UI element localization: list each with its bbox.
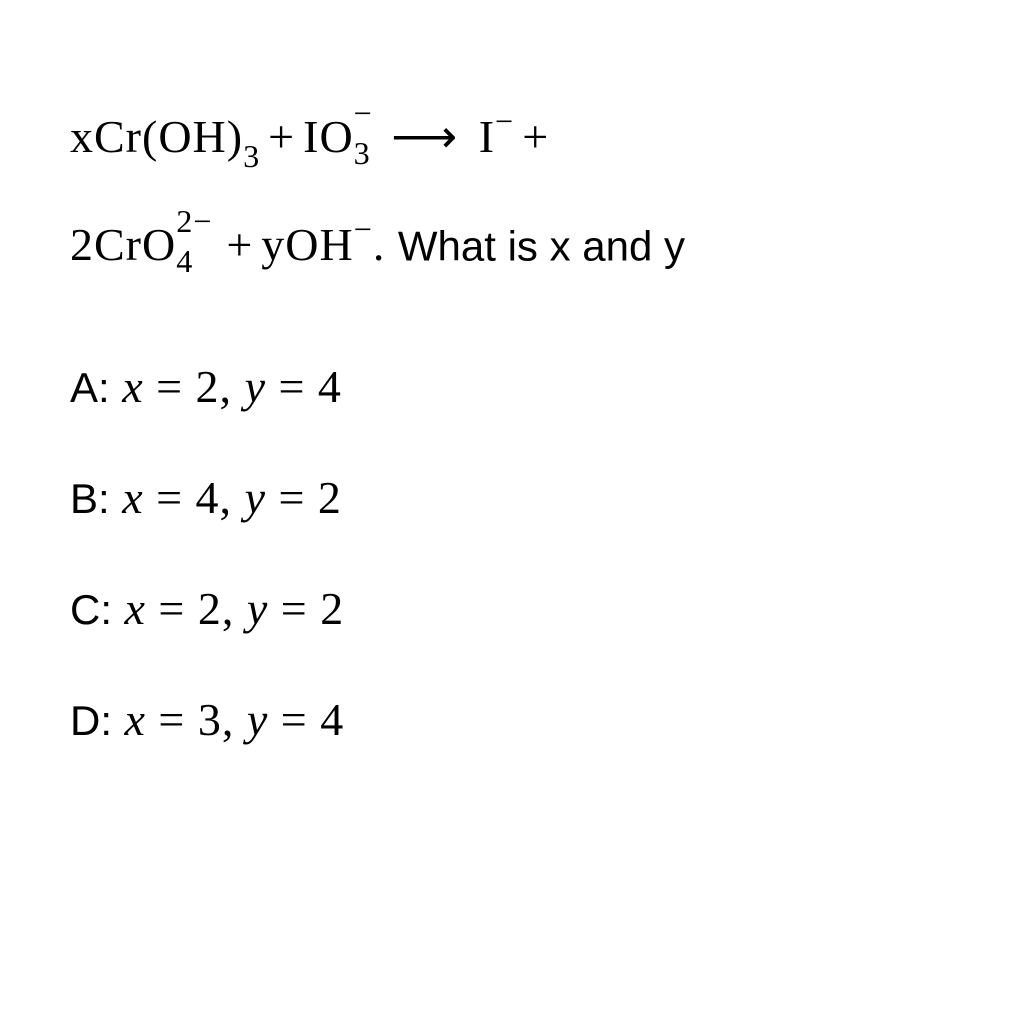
option-a: A: x = 2, y = 4 <box>70 352 974 421</box>
option-c-math: x = 2, y = 2 <box>125 583 345 634</box>
option-d: D: x = 3, y = 4 <box>70 685 974 754</box>
question-text: What is x and y <box>398 222 685 269</box>
option-b: B: x = 4, y = 2 <box>70 463 974 532</box>
option-d-label: D: <box>70 689 112 752</box>
option-c-label: C: <box>70 578 112 641</box>
equation-text-1: xCr(OH)3+IO−3 ⟶ I−+ <box>70 111 557 162</box>
option-b-math: x = 4, y = 2 <box>122 472 342 523</box>
option-c: C: x = 2, y = 2 <box>70 574 974 643</box>
equation-line-1: xCr(OH)3+IO−3 ⟶ I−+ <box>70 100 974 178</box>
option-a-label: A: <box>70 356 110 419</box>
equation-line-2: 2CrO2−4 +yOH−. What is x and y <box>70 208 974 282</box>
equation-text-2: 2CrO2−4 +yOH−. <box>70 219 385 270</box>
option-b-label: B: <box>70 467 110 530</box>
option-d-math: x = 3, y = 4 <box>125 694 345 745</box>
option-a-math: x = 2, y = 4 <box>122 361 342 412</box>
